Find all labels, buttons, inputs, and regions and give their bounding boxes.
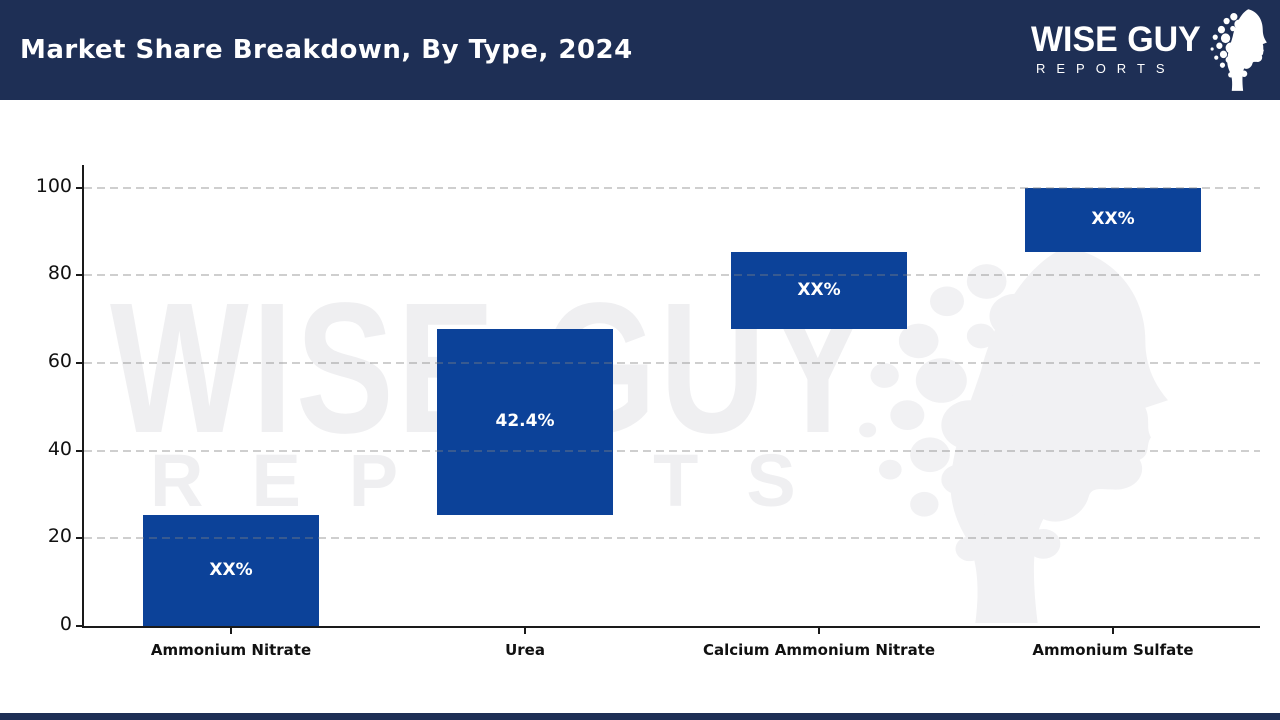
bar-urea	[437, 329, 613, 516]
y-axis-tick-label: 0	[59, 613, 72, 635]
bar-ammonium-sulfate	[1025, 187, 1201, 253]
bar-value-label-ammonium-nitrate: XX%	[209, 559, 253, 580]
category-label-urea: Urea	[505, 641, 545, 659]
footer-bar	[0, 713, 1280, 720]
x-axis-line	[82, 626, 1260, 628]
category-label-ammonium-sulfate: Ammonium Sulfate	[1032, 641, 1194, 659]
logo-wordmark: WISE GUY	[1030, 20, 1201, 59]
bar-ammonium-nitrate	[143, 515, 319, 626]
gridline	[84, 186, 1260, 189]
page-title: Market Share Breakdown, By Type, 2024	[20, 35, 633, 65]
category-label-calcium-ammonium-nitrate: Calcium Ammonium Nitrate	[702, 641, 936, 659]
y-axis-line	[82, 165, 84, 628]
bar-value-label-urea: 42.4%	[495, 411, 555, 432]
y-axis-tick	[76, 361, 84, 364]
logo-subtitle: REPORTS	[1035, 61, 1176, 76]
gridline	[84, 537, 1260, 540]
y-axis-tick-label: 100	[35, 174, 72, 197]
x-axis-tick	[818, 628, 820, 634]
y-axis-tick-label: 60	[47, 349, 72, 372]
gridline	[84, 361, 1260, 364]
y-axis-tick-label: 80	[47, 262, 72, 285]
wiseguy-head-icon	[1208, 6, 1270, 92]
gridline	[84, 449, 1260, 452]
y-axis-tick-label: 40	[47, 437, 72, 460]
gridline	[84, 274, 1260, 277]
y-axis-tick	[76, 625, 84, 627]
y-axis-tick	[76, 274, 84, 277]
bar-calcium-ammonium-nitrate	[731, 252, 907, 330]
x-axis-tick	[1112, 628, 1114, 634]
bar-value-label-ammonium-sulfate: XX%	[1091, 208, 1135, 229]
category-label-ammonium-nitrate: Ammonium Nitrate	[150, 641, 312, 659]
y-axis-tick	[76, 449, 84, 452]
header: Market Share Breakdown, By Type, 2024 WI…	[0, 0, 1280, 100]
x-axis-tick	[524, 628, 526, 634]
y-axis-tick	[76, 186, 84, 189]
waterfall-chart: 0 20 40 60 80 100 XX% Ammonium Nitrate 42.4% Urea…	[0, 100, 1280, 713]
wiseguy-logo: WISE GUY REPORTS	[1031, 6, 1270, 92]
bar-value-label-calcium-ammonium-nitrate: XX%	[797, 279, 841, 300]
x-axis-tick	[230, 628, 232, 634]
y-axis-tick	[76, 537, 84, 540]
y-axis-tick-label: 20	[47, 525, 72, 548]
